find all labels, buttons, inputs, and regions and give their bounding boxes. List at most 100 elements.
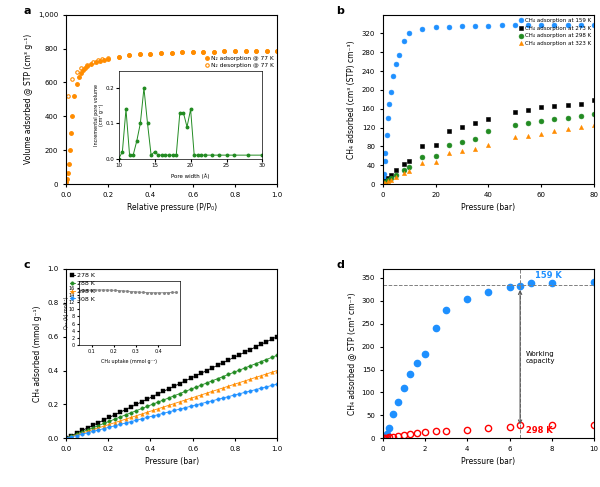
Line: N₂ adsorption @ 77 K: N₂ adsorption @ 77 K <box>64 49 279 184</box>
308 K <box>165 409 172 415</box>
CH₄ adsorption at 323 K <box>419 160 426 166</box>
308 K <box>122 420 129 426</box>
308 K <box>68 434 75 440</box>
CH₄ adsorption at 273 K <box>419 144 426 150</box>
278 K <box>268 337 275 342</box>
N₂ adsorption @ 77 K <box>147 51 154 56</box>
Line: 308 K: 308 K <box>64 382 279 440</box>
278 K <box>100 417 107 423</box>
CH₄ adsorption at 159 K <box>485 23 492 29</box>
CH₄ adsorption at 323 K <box>590 122 598 128</box>
CH₄ adsorption at 159 K <box>551 22 558 28</box>
N₂ desorption @ 77 K <box>232 48 239 54</box>
298 K <box>100 423 107 429</box>
N₂ adsorption @ 77 K <box>100 56 107 62</box>
N₂ desorption @ 77 K <box>157 50 164 56</box>
278 K <box>138 399 145 405</box>
278 K <box>73 430 80 436</box>
N₂ adsorption @ 77 K <box>263 48 270 54</box>
288 K <box>149 401 156 407</box>
308 K <box>247 388 254 394</box>
CH₄ adsorption at 323 K <box>382 180 389 186</box>
278 K <box>106 414 113 420</box>
298 K <box>95 425 102 431</box>
N₂ adsorption @ 77 K <box>232 48 239 54</box>
298 K <box>79 430 86 436</box>
298 K <box>247 376 254 382</box>
CH₄ adsorption at 159 K <box>458 23 466 29</box>
CH₄ adsorption at 323 K <box>392 174 400 180</box>
288 K <box>133 408 140 413</box>
CH₄ adsorption at 273 K <box>485 116 492 122</box>
CH₄ adsorption at 273 K <box>380 179 388 185</box>
308 K <box>62 435 70 441</box>
298 K <box>68 433 75 439</box>
N₂ desorption @ 77 K <box>69 76 76 82</box>
N₂ adsorption @ 77 K <box>136 51 143 57</box>
308 K <box>143 414 151 420</box>
288 K <box>252 361 259 367</box>
278 K <box>154 391 161 397</box>
278 K <box>89 422 97 428</box>
Y-axis label: CH₄ adsorbed (mmol g⁻¹): CH₄ adsorbed (mmol g⁻¹) <box>32 305 41 402</box>
Text: Working
capacity: Working capacity <box>526 351 555 364</box>
308 K <box>133 417 140 423</box>
Text: 159 K: 159 K <box>535 271 562 280</box>
278 K <box>171 383 178 389</box>
308 K <box>182 405 189 411</box>
N₂ desorption @ 77 K <box>221 49 228 55</box>
CH₄ adsorption at 159 K <box>564 22 571 28</box>
298 K <box>182 397 189 403</box>
308 K <box>187 403 194 409</box>
298 K <box>225 383 232 389</box>
CH₄ adsorption at 298 K <box>400 167 407 173</box>
N₂ desorption @ 77 K <box>90 59 97 65</box>
308 K <box>274 381 281 387</box>
N₂ adsorption @ 77 K <box>126 53 133 58</box>
CH₄ adsorption at 298 K <box>387 175 394 181</box>
N₂ adsorption @ 77 K <box>71 93 78 99</box>
CH₄ adsorption at 273 K <box>590 97 598 103</box>
N₂ adsorption @ 77 K <box>79 67 86 73</box>
N₂ desorption @ 77 K <box>115 54 122 59</box>
N₂ desorption @ 77 K <box>200 49 207 55</box>
278 K <box>133 401 140 407</box>
278 K <box>165 386 172 392</box>
CH₄ adsorption at 323 K <box>380 180 388 186</box>
308 K <box>171 408 178 413</box>
278 K <box>79 428 86 433</box>
288 K <box>220 374 227 379</box>
288 K <box>106 418 113 424</box>
308 K <box>149 413 156 419</box>
CH₄ adsorption at 323 K <box>472 146 479 152</box>
298 K <box>203 390 211 396</box>
278 K <box>220 360 227 366</box>
N₂ adsorption @ 77 K <box>73 81 80 87</box>
N₂ adsorption @ 77 K <box>67 147 74 153</box>
308 K <box>127 419 134 425</box>
CH₄ adsorption at 159 K <box>406 31 413 37</box>
308 K <box>257 385 265 391</box>
Line: 298 K: 298 K <box>64 369 279 440</box>
CH₄ adsorption at 159 K <box>383 131 391 137</box>
Text: c: c <box>24 261 31 270</box>
Y-axis label: CH₄ adsorbed (cm³ (STP) cm⁻³): CH₄ adsorbed (cm³ (STP) cm⁻³) <box>347 40 356 159</box>
Legend: N₂ adsorption @ 77 K, N₂ desorption @ 77 K: N₂ adsorption @ 77 K, N₂ desorption @ 77… <box>204 56 274 69</box>
CH₄ adsorption at 323 K <box>551 129 558 134</box>
298 K <box>230 381 238 387</box>
288 K <box>111 416 118 422</box>
298 K <box>252 375 259 380</box>
298 K <box>176 399 184 405</box>
CH₄ adsorption at 323 K <box>387 177 394 183</box>
CH₄ adsorption at 298 K <box>511 122 518 128</box>
N₂ desorption @ 77 K <box>83 62 91 68</box>
Text: b: b <box>337 6 344 16</box>
CH₄ adsorption at 273 K <box>379 181 386 187</box>
308 K <box>198 401 205 407</box>
CH₄ adsorption at 323 K <box>432 159 439 165</box>
298 K <box>154 406 161 412</box>
N₂ desorption @ 77 K <box>136 51 143 57</box>
278 K <box>95 420 102 426</box>
278 K <box>111 412 118 418</box>
308 K <box>241 390 248 395</box>
